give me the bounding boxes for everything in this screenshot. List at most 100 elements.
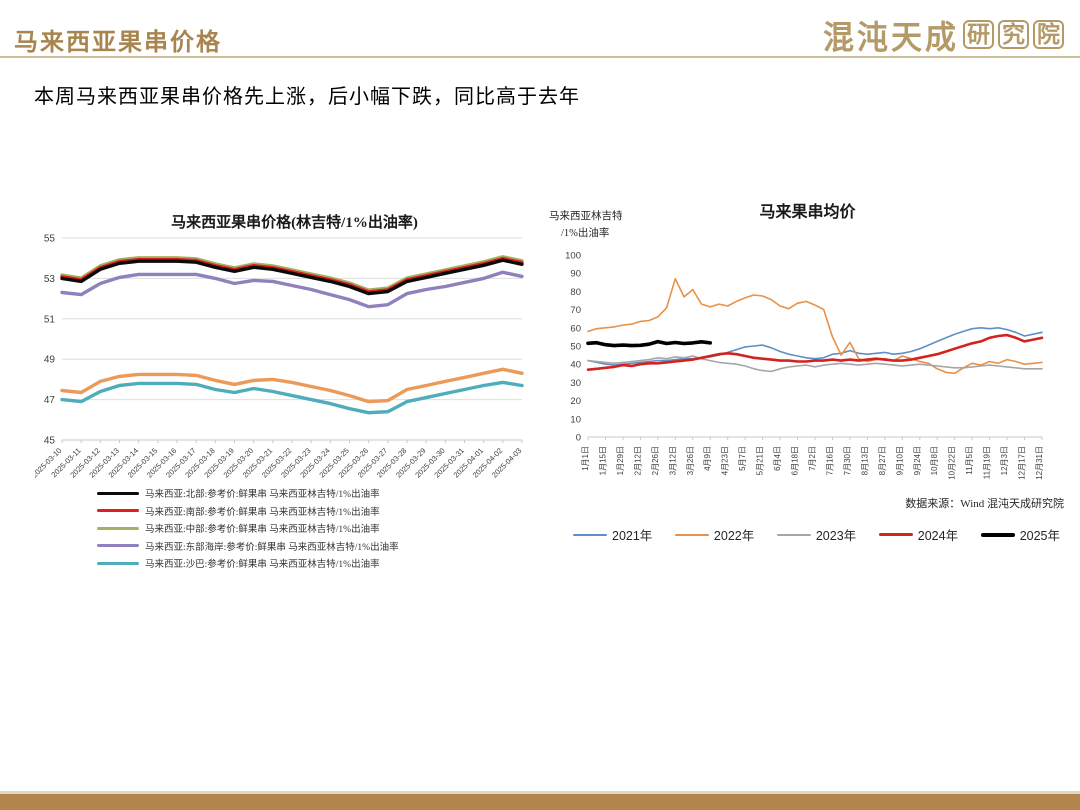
legend-swatch [776, 533, 811, 536]
x-tick-label: 5月7日 [738, 446, 747, 471]
legend-item: 马来西亚:东部海岸:参考价:鲜果串 马来西亚林吉特/1%出油率 [97, 539, 399, 553]
y-tick-label: 53 [44, 274, 56, 285]
logo-box-char: 究 [998, 20, 1029, 49]
legend-swatch [97, 491, 139, 495]
series-line [60, 270, 524, 309]
legend-swatch [674, 533, 709, 536]
legend-swatch [97, 526, 139, 530]
y-tick-label: 0 [576, 433, 581, 444]
x-tick-label: 7月16日 [825, 446, 834, 475]
logo-text: 混沌天成 [823, 19, 959, 57]
legend-item: 2022年 [674, 525, 755, 544]
x-tick-label: 11月19日 [983, 446, 992, 479]
left-chart-plot: 55 53 51 49 47 45 2025-03-10 2025-03-11 2025-03-… [30, 205, 530, 491]
y-tick-label: 45 [44, 436, 56, 447]
x-tick-label: 2月12日 [633, 446, 642, 475]
legend-label: 马来西亚:中部:参考价:鲜果串 马来西亚林吉特/1%出油率 [145, 525, 380, 535]
legend-swatch [878, 533, 913, 536]
legend-swatch [97, 509, 139, 512]
legend-label: 2022年 [713, 529, 755, 543]
series-line [587, 355, 1043, 373]
malaysia-average-price-chart: 马来果串均价 马来西亚林吉特 /1%出油率 100 90 80 70 60 50 40 30 2… [545, 192, 1070, 562]
legend-item: 马来西亚:沙巴:参考价:鲜果串 马来西亚林吉特/1%出油率 [97, 556, 399, 570]
legend-swatch [97, 561, 139, 565]
y-tick-label: 90 [570, 269, 581, 280]
logo-box-char: 研 [963, 20, 994, 49]
x-tick-label: 8月13日 [860, 446, 869, 475]
y-tick-label: 51 [44, 314, 56, 325]
x-tick-label: 1月1日 [581, 446, 590, 471]
y-tick-label: 20 [570, 396, 581, 407]
y-tick-label: 80 [570, 287, 581, 298]
y-tick-label: 49 [44, 355, 56, 366]
y-tick-label: 70 [570, 305, 581, 316]
right-chart-plot: 100 90 80 70 60 50 40 30 20 10 0 1月1日 1月15日 1月29日 2月12… [545, 192, 1070, 499]
x-tick-label: 2月26日 [651, 446, 660, 475]
footer-bar [0, 794, 1080, 810]
legend-item: 2024年 [878, 525, 959, 544]
legend-swatch [97, 544, 139, 547]
page-title: 马来西亚果串价格 [14, 30, 222, 56]
right-chart-title: 马来果串均价 [759, 204, 856, 221]
legend-label: 2021年 [612, 529, 653, 543]
legend-label: 马来西亚:北部:参考价:鲜果串 马来西亚林吉特/1%出油率 [145, 490, 380, 500]
legend-item: 马来西亚:南部:参考价:鲜果串 马来西亚林吉特/1%出油率 [97, 504, 399, 518]
legend-label: 2025年 [1019, 529, 1060, 543]
y-tick-label: 47 [44, 395, 56, 406]
x-tick-label: 4月23日 [721, 446, 730, 475]
right-chart-legend: 2021年 2022年 2023年 2024年 2025年 [545, 525, 1070, 544]
legend-item: 马来西亚:北部:参考价:鲜果串 马来西亚林吉特/1%出油率 [97, 486, 399, 500]
legend-label: 2023年 [815, 529, 857, 543]
legend-label: 马来西亚:沙巴:参考价:鲜果串 马来西亚林吉特/1%出油率 [145, 560, 380, 570]
x-tick-label: 10月22日 [948, 446, 957, 480]
logo-box-char: 院 [1033, 20, 1064, 49]
y-tick-label: 10 [570, 414, 581, 425]
x-tick-label: 10月8日 [930, 446, 939, 475]
left-chart-title: 马来西亚果串价格(林吉特/1%出油率) [171, 215, 418, 231]
y-tick-label: 100 [565, 251, 581, 262]
x-tick-label: 12月3日 [1000, 446, 1009, 475]
series-line [587, 327, 1043, 366]
malaysia-regional-price-chart: 马来西亚果串价格(林吉特/1%出油率) 55 53 51 49 47 45 2025-03-… [30, 205, 530, 570]
y-tick-label: 30 [570, 378, 581, 389]
series-line [586, 339, 712, 348]
series-line [587, 277, 1043, 375]
x-tick-label: 12月17日 [1018, 446, 1027, 480]
legend-item: 2025年 [980, 525, 1060, 544]
series-line [586, 333, 1044, 371]
x-tick-label: 1月15日 [598, 446, 607, 475]
data-source-note: 数据来源：Wind 混沌天成研究院 [905, 498, 1064, 510]
x-tick-label: 9月10日 [895, 446, 904, 475]
series-line [60, 380, 524, 415]
y-tick-label: 55 [44, 234, 56, 245]
x-tick-label: 7月30日 [843, 446, 852, 475]
series-line [60, 255, 524, 292]
x-tick-label: 4月9日 [703, 446, 712, 471]
x-tick-label: 6月4日 [773, 446, 782, 471]
legend-item: 马来西亚:中部:参考价:鲜果串 马来西亚林吉特/1%出油率 [97, 521, 399, 535]
footer-accent-strip [0, 791, 1080, 794]
header-divider [0, 56, 1080, 58]
x-tick-label: 6月18日 [791, 446, 800, 475]
x-tick-label: 1月29日 [616, 446, 625, 475]
x-tick-label: 11月5日 [965, 446, 974, 475]
x-tick-label: 9月24日 [913, 446, 922, 475]
x-tick-label: 12月31日 [1035, 446, 1044, 480]
left-chart-legend: 马来西亚:北部:参考价:鲜果串 马来西亚林吉特/1%出油率 马来西亚:南部:参考价… [97, 486, 399, 570]
legend-label: 马来西亚:南部:参考价:鲜果串 马来西亚林吉特/1%出油率 [145, 507, 380, 518]
slide-summary: 本周马来西亚果串价格先上涨，后小幅下跌，同比高于去年 [34, 86, 580, 108]
company-logo: 混沌天成 研究院 [823, 12, 1064, 57]
legend-label: 2024年 [917, 529, 959, 543]
x-tick-label: 3月12日 [668, 446, 677, 475]
y-tick-label: 50 [570, 342, 581, 353]
y-tick-label: 40 [570, 360, 581, 371]
x-tick-label: 3月26日 [686, 446, 695, 475]
x-tick-label: 7月2日 [808, 446, 817, 471]
logo-boxed-text: 研究院 [959, 20, 1064, 49]
y-tick-label: 60 [570, 323, 581, 334]
legend-item: 2021年 [573, 525, 652, 544]
y-axis-label-line2: /1%出油率 [561, 228, 610, 239]
legend-item: 2023年 [776, 525, 857, 544]
y-axis-label-line1: 马来西亚林吉特 [549, 211, 623, 222]
